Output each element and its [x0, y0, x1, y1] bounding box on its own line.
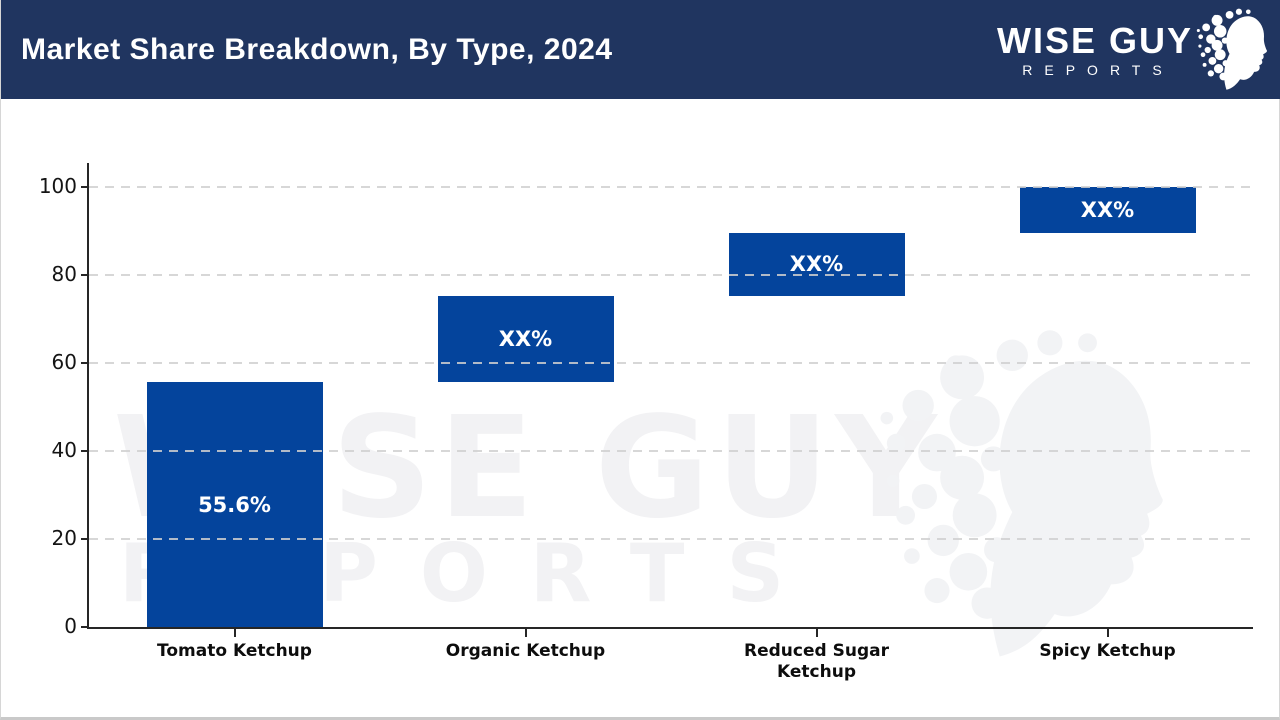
gridline-40	[89, 450, 1253, 452]
y-axis-line	[87, 163, 89, 629]
y-tick-0	[81, 626, 89, 628]
header-bar: Market Share Breakdown, By Type, 2024 WI…	[1, 0, 1280, 99]
brand-face-icon	[1196, 8, 1267, 90]
y-tick-label-60: 60	[51, 350, 77, 374]
y-tick-label-40: 40	[51, 438, 77, 462]
bar-value-label-reduced-sugar-ketchup: XX%	[789, 252, 844, 277]
y-tick-label-100: 100	[38, 174, 77, 198]
x-tick-organic-ketchup	[524, 629, 527, 637]
gridline-100	[89, 186, 1253, 188]
y-tick-label-0: 0	[64, 614, 77, 638]
watermark-face-icon	[880, 330, 1163, 657]
y-tick-20	[81, 538, 89, 540]
brand-logo: WISE GUY REPORTS	[997, 7, 1267, 93]
page-title: Market Share Breakdown, By Type, 2024	[21, 32, 613, 66]
brand-subname: REPORTS	[1022, 61, 1174, 78]
bar-value-label-organic-ketchup: XX%	[498, 327, 553, 352]
category-label-reduced-sugar-ketchup: Reduced Sugar Ketchup	[744, 641, 889, 682]
brand-logo-text: WISE GUY REPORTS	[996, 19, 1193, 78]
bar-spicy-ketchup: XX%	[1019, 187, 1196, 233]
bar-value-label-spicy-ketchup: XX%	[1080, 197, 1135, 222]
x-tick-tomato-ketchup	[233, 629, 236, 637]
y-tick-100	[81, 186, 89, 188]
y-tick-label-80: 80	[51, 262, 77, 286]
gridline-80	[89, 274, 1253, 276]
category-label-spicy-ketchup: Spicy Ketchup	[1039, 641, 1176, 661]
y-tick-60	[81, 362, 89, 364]
gridline-60	[89, 362, 1253, 364]
brand-name: WISE GUY	[996, 19, 1193, 61]
bar-tomato-ketchup: 55.6%	[146, 382, 323, 627]
bar-value-label-tomato-ketchup: 55.6%	[198, 492, 271, 517]
y-tick-80	[81, 274, 89, 276]
y-tick-40	[81, 450, 89, 452]
y-tick-label-20: 20	[51, 526, 77, 550]
x-tick-spicy-ketchup	[1106, 629, 1109, 637]
gridline-20	[89, 538, 1253, 540]
bar-reduced-sugar-ketchup: XX%	[728, 232, 905, 297]
x-tick-reduced-sugar-ketchup	[815, 629, 818, 637]
category-label-organic-ketchup: Organic Ketchup	[445, 641, 606, 661]
chart-area: WISE GUY REPORTS 0 20 40 60 80 100 55.6% Tomato…	[1, 99, 1280, 717]
bar-organic-ketchup: XX%	[437, 296, 614, 383]
x-axis-line	[87, 627, 1253, 629]
category-label-tomato-ketchup: Tomato Ketchup	[157, 641, 312, 661]
